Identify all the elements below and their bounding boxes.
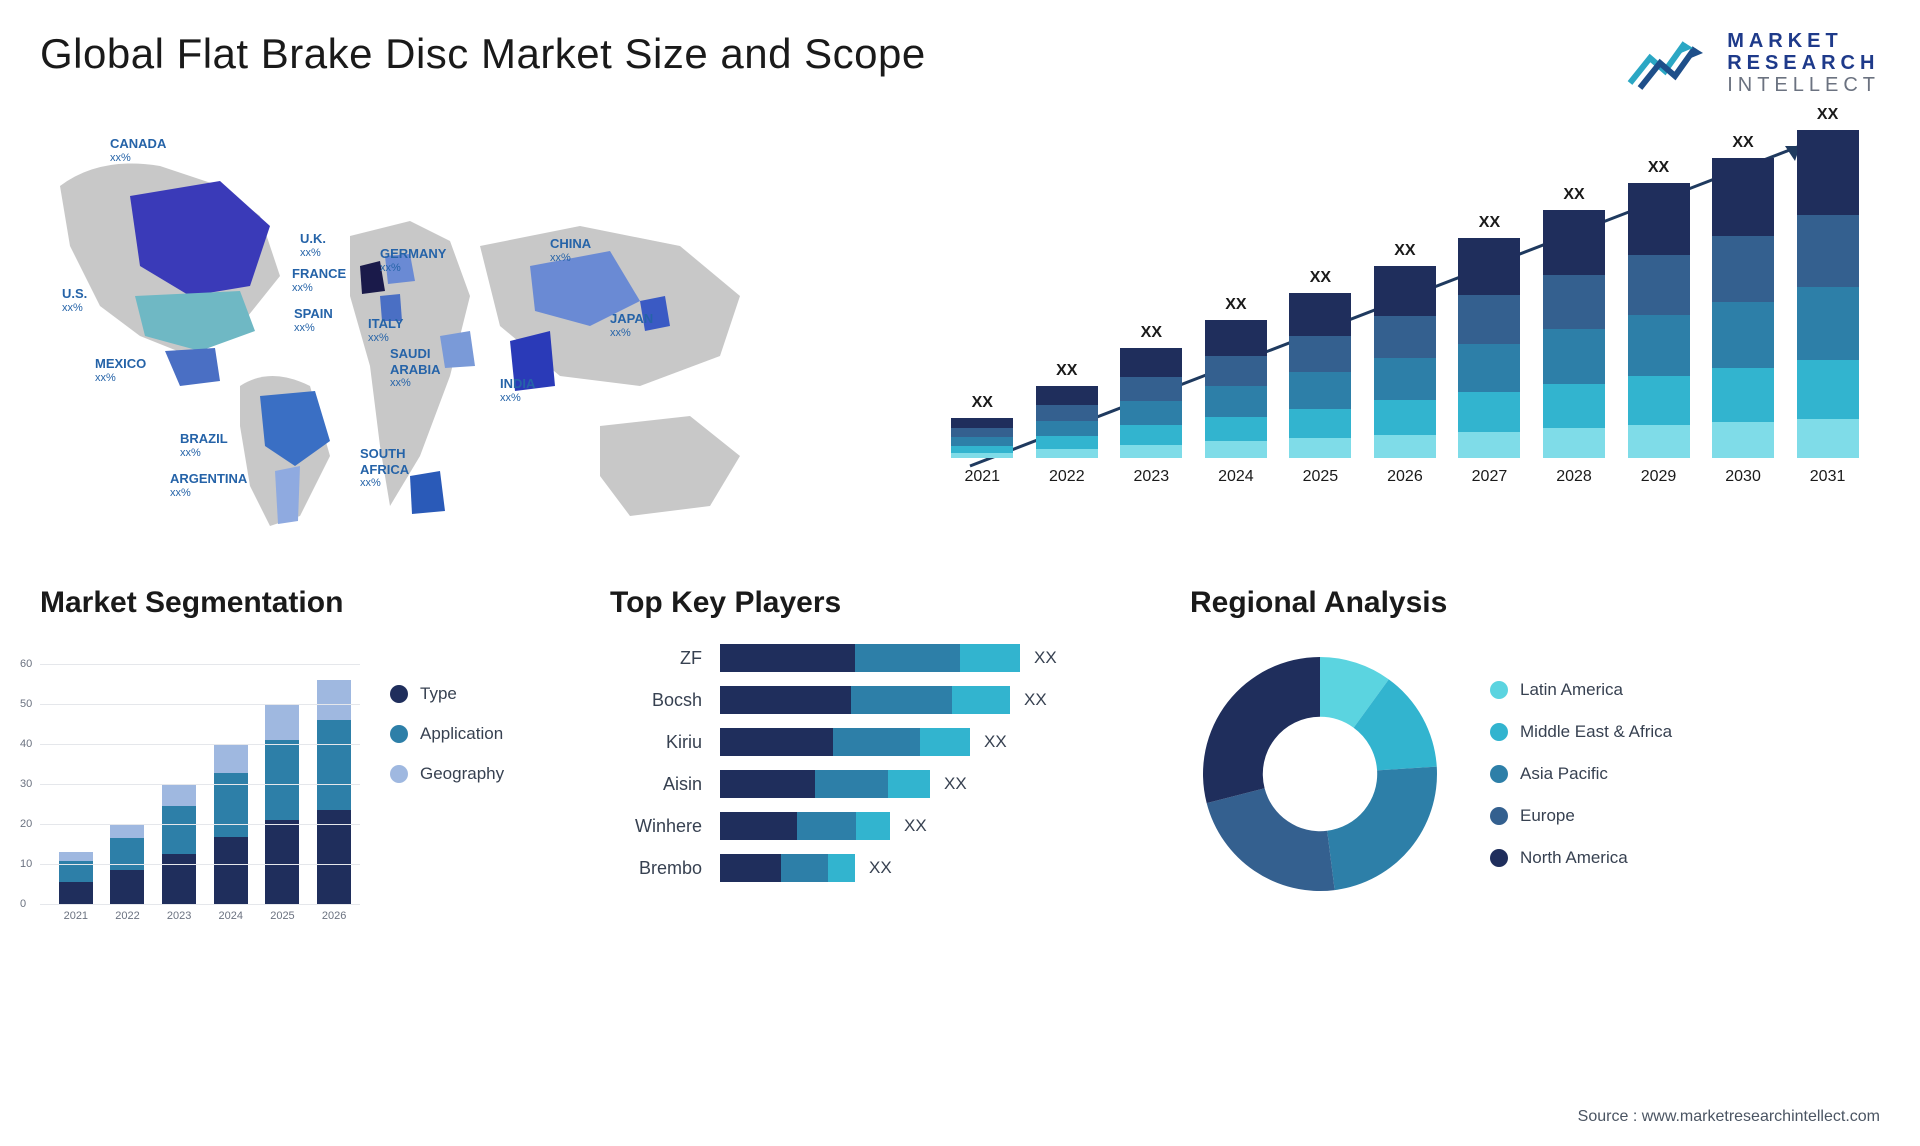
seg-bar: 2025 [265,704,299,904]
map-label: MEXICOxx% [95,356,146,385]
world-map-svg [40,126,890,546]
world-map: CANADAxx% U.S.xx% MEXICOxx% BRAZILxx% ARGENT… [40,126,890,546]
main-bar: XX 2023 [1120,324,1182,486]
logo-icon [1625,33,1715,93]
map-label: BRAZILxx% [180,431,228,460]
player-row: Brembo XX [610,854,1140,882]
main-bar-chart: XX 2021 XX 2022 XX 2023 XX 2024 XX 2025 XX 20… [930,126,1880,546]
y-axis-tick: 40 [20,738,32,750]
legend-item: North America [1490,848,1672,868]
donut-slice [1207,788,1335,891]
legend-item: Application [390,724,504,744]
map-label: GERMANYxx% [380,246,446,275]
y-axis-tick: 0 [20,898,26,910]
donut-slice [1327,767,1437,890]
player-row: Kiriu XX [610,728,1140,756]
bottom-row: Market Segmentation 20212022202320242025… [40,586,1880,924]
player-row: Aisin XX [610,770,1140,798]
logo-text: MARKET RESEARCH INTELLECT [1727,30,1880,96]
main-bar: XX 2024 [1205,296,1267,486]
map-label: SPAINxx% [294,306,333,335]
segmentation-title: Market Segmentation [40,586,560,620]
main-bar: XX 2028 [1543,186,1605,486]
top-row: CANADAxx% U.S.xx% MEXICOxx% BRAZILxx% ARGENT… [40,126,1880,546]
top-key-players: Top Key Players ZF XX Bocsh XX Kiriu XX Ais… [610,586,1140,924]
map-label: JAPANxx% [610,311,653,340]
seg-bar: 2023 [162,784,196,904]
player-row: Bocsh XX [610,686,1140,714]
main-bar: XX 2021 [951,394,1013,486]
players-title: Top Key Players [610,586,1140,620]
player-row: Winhere XX [610,812,1140,840]
donut-slice [1203,657,1320,803]
source-text: Source : www.marketresearchintellect.com [1578,1108,1880,1126]
y-axis-tick: 60 [20,658,32,670]
legend-item: Europe [1490,806,1672,826]
legend-item: Latin America [1490,680,1672,700]
main-bar: XX 2029 [1628,159,1690,486]
map-label: FRANCExx% [292,266,346,295]
segmentation-legend: Type Application Geography [390,644,504,924]
regional-title: Regional Analysis [1190,586,1880,620]
main-bar: XX 2031 [1797,106,1859,486]
segmentation-chart: 202120222023202420252026 0102030405060 [40,644,360,924]
legend-item: Middle East & Africa [1490,722,1672,742]
main-bar: XX 2026 [1374,242,1436,486]
map-label: SOUTHAFRICAxx% [360,446,409,490]
player-row: ZF XX [610,644,1140,672]
players-chart: ZF XX Bocsh XX Kiriu XX Aisin XX Winhere XX B… [610,644,1140,882]
main-bar: XX 2022 [1036,362,1098,486]
map-label: U.S.xx% [62,286,87,315]
map-label: CHINAxx% [550,236,591,265]
map-label: CANADAxx% [110,136,166,165]
logo: MARKET RESEARCH INTELLECT [1625,30,1880,96]
main-bar: XX 2025 [1289,269,1351,486]
regional-analysis: Regional Analysis Latin America Middle Ea… [1190,586,1880,924]
map-label: U.K.xx% [300,231,326,260]
y-axis-tick: 20 [20,818,32,830]
seg-bar: 2026 [317,680,351,904]
y-axis-tick: 10 [20,858,32,870]
map-label: SAUDIARABIAxx% [390,346,441,390]
map-label: ARGENTINAxx% [170,471,247,500]
regional-donut [1190,644,1450,904]
header: Global Flat Brake Disc Market Size and S… [40,30,1880,96]
page-title: Global Flat Brake Disc Market Size and S… [40,30,926,78]
seg-bar: 2021 [59,852,93,904]
regional-legend: Latin America Middle East & Africa Asia Pa… [1490,680,1672,868]
market-segmentation: Market Segmentation 20212022202320242025… [40,586,560,924]
main-bar: XX 2027 [1458,214,1520,486]
y-axis-tick: 30 [20,778,32,790]
map-label: ITALYxx% [368,316,403,345]
main-bar: XX 2030 [1712,134,1774,486]
legend-item: Geography [390,764,504,784]
y-axis-tick: 50 [20,698,32,710]
legend-item: Asia Pacific [1490,764,1672,784]
legend-item: Type [390,684,504,704]
map-label: INDIAxx% [500,376,535,405]
